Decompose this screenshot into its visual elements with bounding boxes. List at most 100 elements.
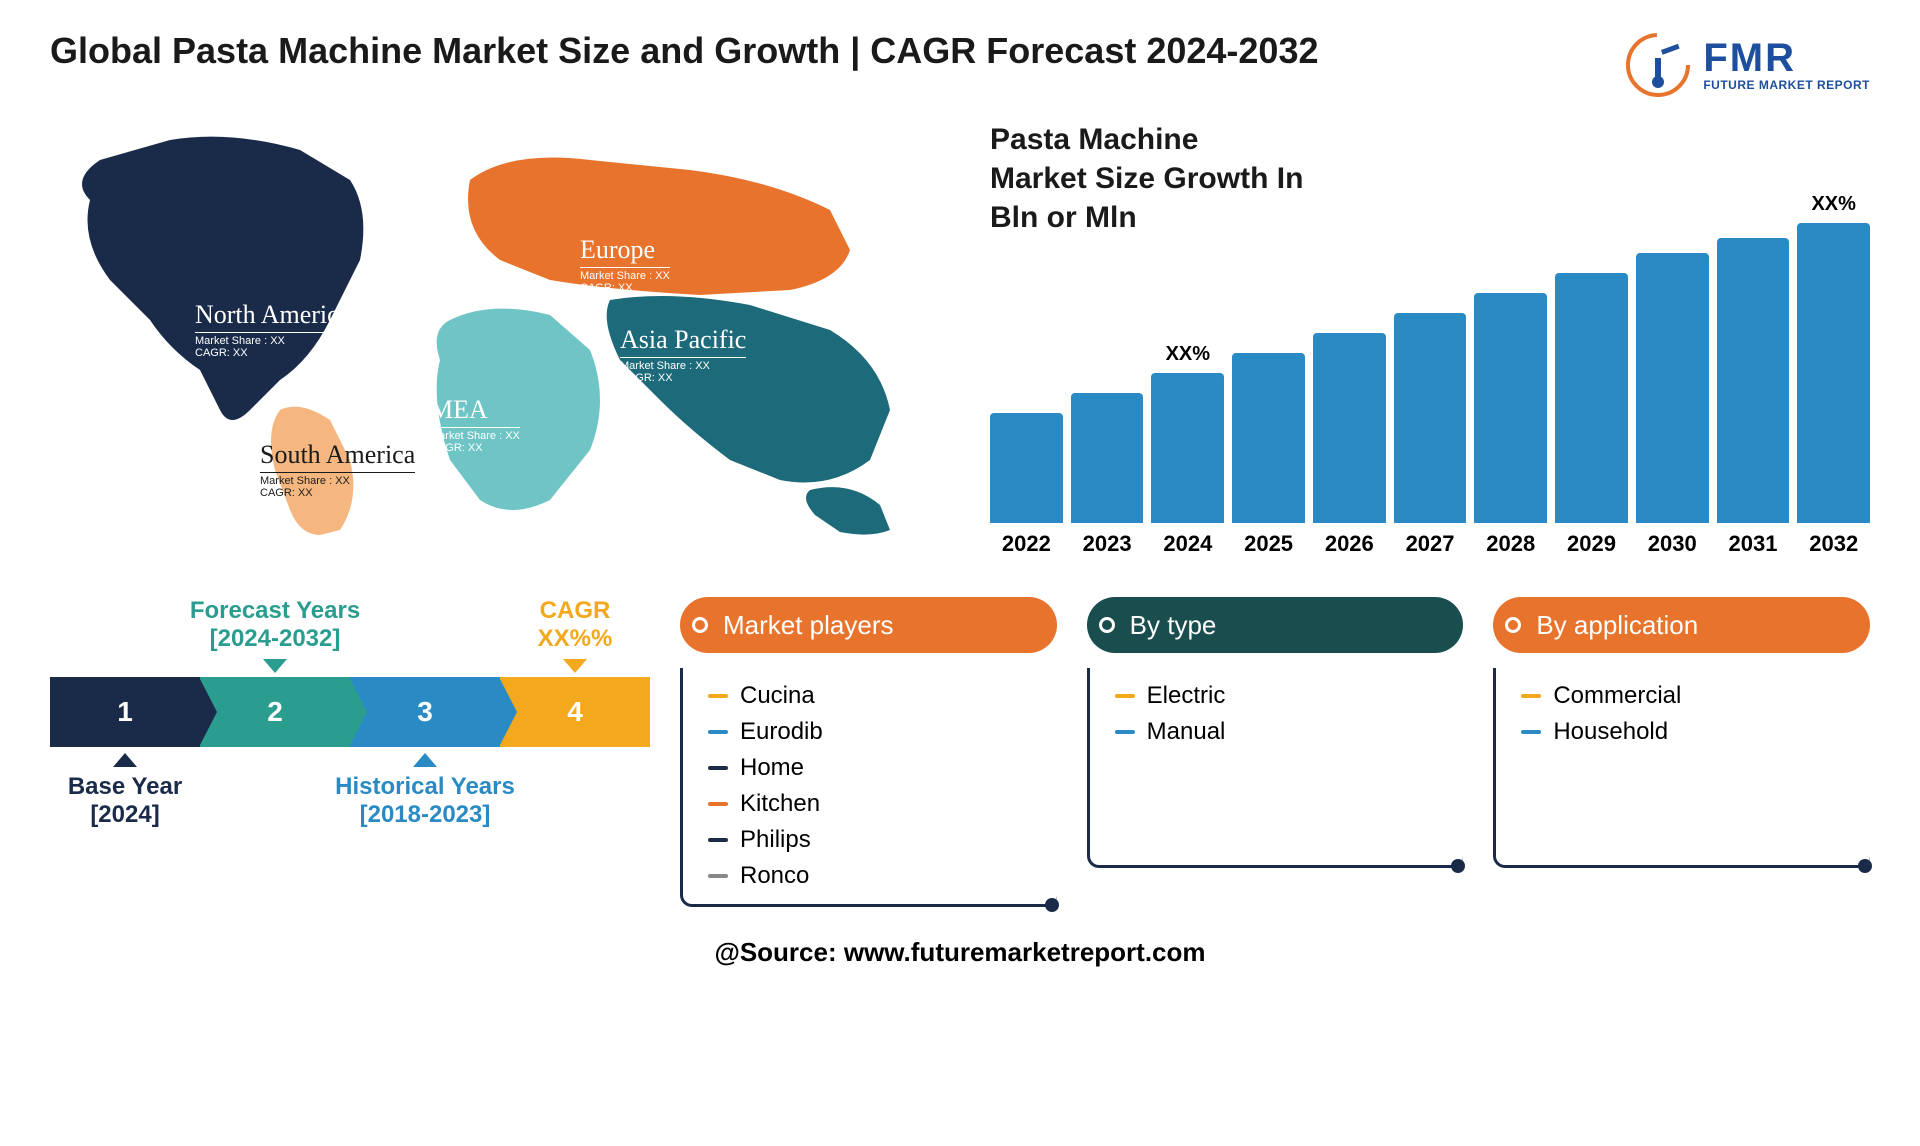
bar-rect bbox=[1636, 253, 1709, 523]
chart-title-l1: Pasta Machine bbox=[990, 120, 1870, 159]
category-item-text: Eurodib bbox=[740, 718, 823, 746]
bar-year-label: 2026 bbox=[1325, 531, 1374, 557]
page-title: Global Pasta Machine Market Size and Gro… bbox=[50, 30, 1319, 72]
world-map: North AmericaMarket Share : XXCAGR: XX So… bbox=[50, 120, 950, 540]
category-header: By type bbox=[1087, 597, 1464, 653]
category-item-text: Household bbox=[1553, 718, 1668, 746]
logo-text-sub: FUTURE MARKET REPORT bbox=[1703, 78, 1870, 92]
timeline-label-top: CAGRXX%% bbox=[470, 597, 680, 673]
bar-2028: 2028 bbox=[1474, 293, 1547, 557]
category-item-text: Home bbox=[740, 754, 804, 782]
category-by-application: By application Commercial Household bbox=[1493, 597, 1870, 907]
category-item: Cucina bbox=[708, 678, 1037, 714]
map-label-south-america: South AmericaMarket Share : XXCAGR: XX bbox=[260, 440, 415, 499]
timeline-seg-1: 1 bbox=[50, 677, 200, 747]
category-header-text: Market players bbox=[723, 610, 894, 641]
category-by-type: By type Electric Manual bbox=[1087, 597, 1464, 907]
bar-year-label: 2030 bbox=[1648, 531, 1697, 557]
bar-year-label: 2025 bbox=[1244, 531, 1293, 557]
bar-annotation: XX% bbox=[1166, 343, 1210, 366]
bar-year-label: 2023 bbox=[1083, 531, 1132, 557]
timeline-arrow bbox=[349, 677, 367, 747]
map-label-europe: EuropeMarket Share : XXCAGR: XX bbox=[580, 235, 670, 294]
bar-year-label: 2027 bbox=[1406, 531, 1455, 557]
category-header-text: By type bbox=[1130, 610, 1217, 641]
chart-title: Pasta Machine Market Size Growth In Bln … bbox=[990, 120, 1870, 237]
category-item-text: Cucina bbox=[740, 682, 815, 710]
category-item: Ronco bbox=[708, 858, 1037, 894]
map-svg bbox=[50, 120, 950, 540]
bar-2026: 2026 bbox=[1313, 333, 1386, 557]
bar-2029: 2029 bbox=[1555, 273, 1628, 557]
category-section: Market players Cucina Eurodib Home Kitchen Ph… bbox=[680, 597, 1870, 907]
bars-container: 2022 2023 XX% 2024 2025 2026 2027 2028 2029 2030 2… bbox=[990, 247, 1870, 557]
timeline-seg-4: 4 bbox=[500, 677, 650, 747]
timeline-seg-2: 2 bbox=[200, 677, 350, 747]
tick-icon bbox=[708, 874, 728, 878]
category-header: By application bbox=[1493, 597, 1870, 653]
region-north-america bbox=[82, 137, 363, 420]
bar-rect: XX% bbox=[1151, 373, 1224, 523]
category-header: Market players bbox=[680, 597, 1057, 653]
tick-icon bbox=[1115, 730, 1135, 734]
timeline-label-top: Forecast Years[2024-2032] bbox=[170, 597, 380, 673]
bar-2030: 2030 bbox=[1636, 253, 1709, 557]
bar-rect bbox=[1071, 393, 1144, 523]
category-item: Home bbox=[708, 750, 1037, 786]
category-item: Philips bbox=[708, 822, 1037, 858]
category-item: Eurodib bbox=[708, 714, 1037, 750]
category-header-text: By application bbox=[1536, 610, 1698, 641]
bar-2031: 2031 bbox=[1717, 238, 1790, 557]
bar-rect bbox=[1313, 333, 1386, 523]
logo-icon bbox=[1623, 30, 1693, 100]
category-item-text: Ronco bbox=[740, 862, 809, 890]
category-market-players: Market players Cucina Eurodib Home Kitchen Ph… bbox=[680, 597, 1057, 907]
source-text: @Source: www.futuremarketreport.com bbox=[50, 937, 1870, 968]
logo-text-main: FMR bbox=[1703, 38, 1870, 78]
tick-icon bbox=[708, 694, 728, 698]
bar-rect bbox=[990, 413, 1063, 523]
category-list: Electric Manual bbox=[1087, 668, 1464, 868]
map-label-asia-pacific: Asia PacificMarket Share : XXCAGR: XX bbox=[620, 325, 746, 384]
category-item-text: Commercial bbox=[1553, 682, 1681, 710]
tick-icon bbox=[1521, 730, 1541, 734]
category-list: Cucina Eurodib Home Kitchen Philips Ronco bbox=[680, 668, 1057, 907]
bar-year-label: 2028 bbox=[1486, 531, 1535, 557]
timeline: Forecast Years[2024-2032]CAGRXX%% 1234 B… bbox=[50, 597, 650, 857]
map-label-mea: MEAMarket Share : XXCAGR: XX bbox=[430, 395, 520, 454]
bullet-icon bbox=[1099, 617, 1115, 633]
bar-rect bbox=[1474, 293, 1547, 523]
logo: FMR FUTURE MARKET REPORT bbox=[1623, 30, 1870, 100]
tick-icon bbox=[708, 766, 728, 770]
tick-icon bbox=[708, 730, 728, 734]
bar-year-label: 2031 bbox=[1729, 531, 1778, 557]
timeline-arrow bbox=[199, 677, 217, 747]
bar-rect bbox=[1717, 238, 1790, 523]
tick-icon bbox=[708, 802, 728, 806]
category-item-text: Electric bbox=[1147, 682, 1226, 710]
tick-icon bbox=[708, 838, 728, 842]
category-item-text: Philips bbox=[740, 826, 811, 854]
bar-rect bbox=[1555, 273, 1628, 523]
timeline-bar: 1234 bbox=[50, 677, 650, 747]
category-item: Commercial bbox=[1521, 678, 1850, 714]
category-list: Commercial Household bbox=[1493, 668, 1870, 868]
map-label-north-america: North AmericaMarket Share : XXCAGR: XX bbox=[195, 300, 350, 359]
bar-2022: 2022 bbox=[990, 413, 1063, 557]
bar-annotation: XX% bbox=[1811, 193, 1855, 216]
category-item: Kitchen bbox=[708, 786, 1037, 822]
category-item: Household bbox=[1521, 714, 1850, 750]
bar-2027: 2027 bbox=[1394, 313, 1467, 557]
bar-rect bbox=[1232, 353, 1305, 523]
category-item: Electric bbox=[1115, 678, 1444, 714]
bar-2032: XX%2032 bbox=[1797, 223, 1870, 557]
bullet-icon bbox=[1505, 617, 1521, 633]
bar-year-label: 2024 bbox=[1163, 531, 1212, 557]
chart-title-l3: Bln or Mln bbox=[990, 198, 1870, 237]
chart-title-l2: Market Size Growth In bbox=[990, 159, 1870, 198]
tick-icon bbox=[1115, 694, 1135, 698]
timeline-label-bottom: Historical Years[2018-2023] bbox=[310, 747, 540, 829]
bar-2023: 2023 bbox=[1071, 393, 1144, 557]
category-item: Manual bbox=[1115, 714, 1444, 750]
bullet-icon bbox=[692, 617, 708, 633]
